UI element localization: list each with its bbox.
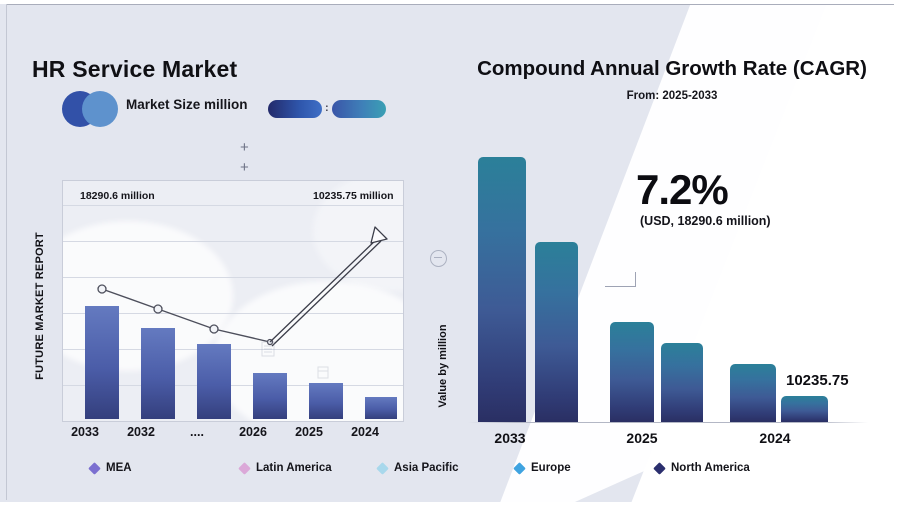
legend-item-north-america[interactable]: North America	[653, 461, 750, 475]
legend-marker-north-america	[653, 461, 666, 475]
legend: MEA Latin America Asia Pacific Europe No…	[0, 461, 900, 492]
legend-item-latin-america[interactable]: Latin America	[238, 461, 332, 475]
left-chart-plot-area	[62, 180, 404, 422]
cagr-note: (USD, 18290.6 million)	[640, 214, 771, 228]
legend-label-europe: Europe	[531, 462, 571, 474]
right-bar-2025-upper	[610, 322, 654, 422]
left-xtick-5: 2024	[351, 425, 379, 439]
page-title: HR Service Market	[32, 56, 238, 82]
pill-separator: :	[325, 102, 329, 114]
legend-item-europe[interactable]: Europe	[513, 461, 571, 475]
right-chart-baseline	[468, 422, 868, 424]
left-value-label: 18290.6 million	[80, 190, 155, 202]
square-watermark-icon	[317, 366, 329, 379]
circle-minus-icon	[430, 250, 447, 267]
axis-tick-decoration	[605, 272, 636, 287]
right-y-axis-label: Value by million	[437, 324, 449, 408]
legend-item-mea[interactable]: MEA	[88, 461, 132, 475]
right-xtick-2: 2024	[759, 430, 791, 446]
right-bar-2025-lower	[661, 343, 703, 422]
left-xtick-1: 2032	[127, 425, 155, 439]
pill-secondary[interactable]	[332, 100, 386, 118]
pill-primary[interactable]	[268, 100, 322, 118]
right-value-label: 10235.75 million	[313, 190, 394, 202]
right-bar-2033-upper	[478, 157, 526, 422]
overlapping-circles-logo	[62, 91, 118, 127]
plus-icon-1: +	[240, 139, 249, 156]
legend-label-asia-pacific: Asia Pacific	[394, 462, 459, 474]
left-y-axis-label: FUTURE MARKET REPORT	[34, 232, 46, 380]
legend-marker-mea	[88, 461, 101, 475]
legend-marker-europe	[513, 461, 526, 475]
legend-marker-asia-pacific	[376, 461, 389, 475]
top-divider	[6, 4, 894, 5]
right-panel-subtitle: From: 2025-2033	[626, 90, 718, 102]
plus-icon-2: +	[240, 159, 249, 176]
left-xtick-0: 2033	[71, 425, 99, 439]
legend-label-latin-america: Latin America	[256, 462, 332, 474]
right-xtick-0: 2033	[494, 430, 526, 446]
legend-marker-latin-america	[238, 461, 251, 475]
left-xtick-4: 2025	[295, 425, 323, 439]
right-xtick-1: 2025	[626, 430, 658, 446]
right-bar-2024-lower	[781, 396, 828, 422]
cagr-value: 7.2%	[636, 166, 729, 213]
left-xtick-3: 2026	[239, 425, 267, 439]
legend-label-mea: MEA	[106, 462, 132, 474]
right-value-annotation: 10235.75	[786, 372, 849, 389]
right-bar-2024-upper	[730, 364, 776, 422]
left-xtick-2: ....	[190, 425, 204, 439]
left-chart-svg	[85, 226, 397, 419]
right-bar-2033-lower	[535, 242, 578, 422]
legend-item-asia-pacific[interactable]: Asia Pacific	[376, 461, 459, 475]
legend-label-north-america: North America	[671, 462, 750, 474]
series-label: Market Size million	[126, 97, 248, 112]
pill-toggle-group[interactable]: :	[268, 100, 388, 119]
left-divider	[6, 4, 7, 500]
document-watermark-icon	[261, 341, 275, 357]
right-panel-title: Compound Annual Growth Rate (CAGR)	[477, 57, 867, 80]
